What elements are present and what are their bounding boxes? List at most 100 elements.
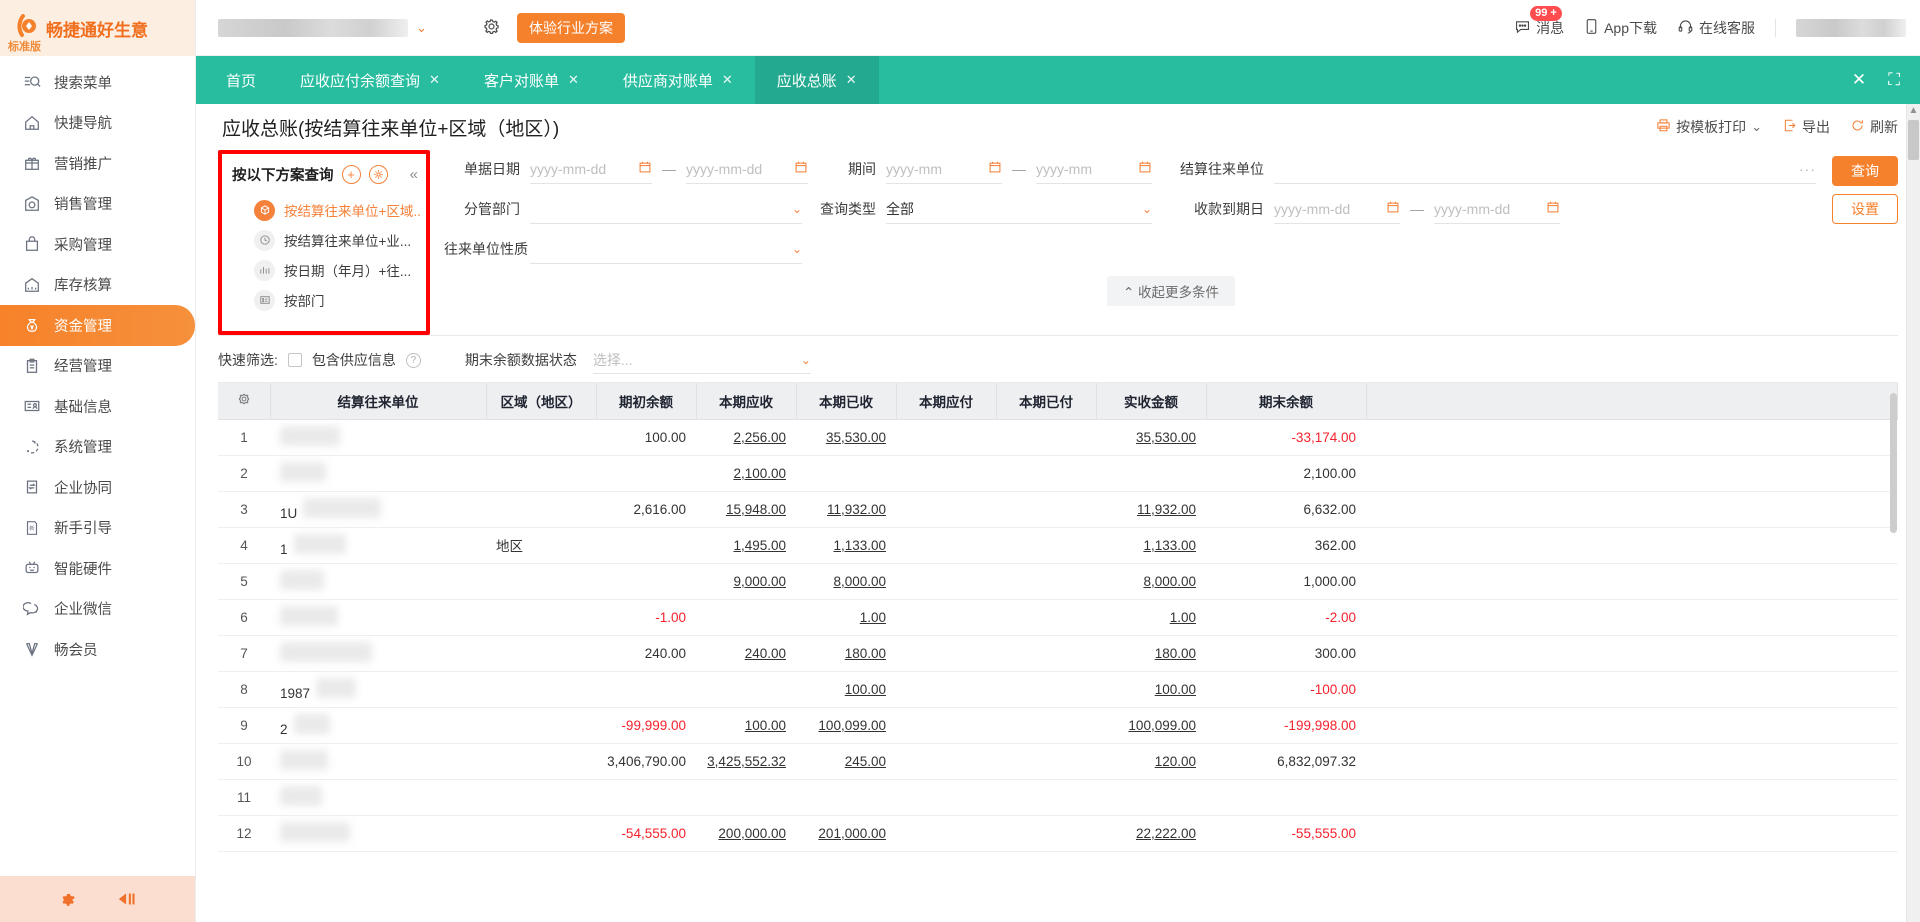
chevron-down-icon[interactable]: ⌄ [791,241,802,256]
online-service-button[interactable]: 在线客服 [1677,18,1755,38]
sidebar-item-fund-management[interactable]: 资金管理 [0,305,195,346]
cell-received-value[interactable]: 100,099.00 [818,717,886,733]
scheme-item-settle-unit-region[interactable]: 按结算往来单位+区域... [254,195,420,225]
cell-settle-unit[interactable] [270,779,486,816]
cell-actual-amount-value[interactable]: 1,133.00 [1143,537,1196,553]
tab-supplier-statement[interactable]: 供应商对账单 ✕ [601,56,755,104]
table-row[interactable]: 9 2 -99,999.00 100.00 100,099.00 100,099.00 -1… [218,707,1898,744]
cell-receivable-value[interactable]: 15,948.00 [725,501,786,517]
close-all-tabs-icon[interactable]: ✕ [1851,70,1867,89]
sidebar-item-marketing[interactable]: 营销推广 [0,143,195,184]
settings-button[interactable]: 设置 [1832,194,1898,224]
collapse-more-conditions-button[interactable]: ⌃ 收起更多条件 [1106,276,1236,306]
question-circle-icon[interactable]: ? [405,352,421,368]
sidebar-item-smart-hardware[interactable]: 智能硬件 [0,548,195,589]
chevron-down-icon[interactable]: ⌄ [791,201,802,216]
cell-received-value[interactable]: 11,932.00 [826,501,886,517]
column-header-paid[interactable]: 本期已付 [996,383,1097,420]
tab-ar-ap-balance[interactable]: 应收应付余额查询 ✕ [278,56,462,104]
cell-settle-unit[interactable] [270,455,486,492]
cell-receivable-value[interactable]: 2,100.00 [733,465,786,481]
sidebar-item-sales[interactable]: 销售管理 [0,184,195,225]
fullscreen-icon[interactable]: ⛶ [1888,70,1900,89]
tab-home[interactable]: 首页 [204,56,278,104]
chevron-down-icon[interactable]: ⌄ [1141,201,1152,216]
cell-actual-amount-value[interactable]: 1.00 [1169,609,1196,625]
table-row[interactable]: 8 1987 100.00 100.00 -100.00 [218,671,1898,708]
scheme-item-department[interactable]: 按部门 [254,285,420,315]
collapse-sidebar-icon[interactable] [117,892,137,906]
column-header-closing-balance[interactable]: 期末余额 [1206,383,1367,420]
cell-receivable-value[interactable]: 100.00 [744,717,786,733]
close-icon[interactable]: ✕ [721,72,733,87]
close-icon[interactable]: ✕ [567,72,579,87]
gear-icon[interactable] [482,17,501,39]
double-chevron-left-icon[interactable]: « [409,166,418,183]
sidebar-item-new-guide[interactable]: 新 新手引导 [0,508,195,549]
cell-actual-amount-value[interactable]: 8,000.00 [1143,573,1196,589]
table-row[interactable]: 10 3,406,790.00 3,425,552.32 245.00 120.00 6,… [218,743,1898,780]
column-header-region[interactable]: 区域（地区） [486,383,597,420]
cell-actual-amount-value[interactable]: 11,932.00 [1136,501,1196,517]
cell-actual-amount-value[interactable]: 120.00 [1154,753,1196,769]
cell-receivable-value[interactable]: 240.00 [744,645,786,661]
print-template-button[interactable]: 按模板打印 ⌄ [1656,117,1762,137]
table-row[interactable]: 1 100.00 2,256.00 35,530.00 35,530.00 -33,174… [218,419,1898,456]
close-icon[interactable]: ✕ [845,72,857,87]
cell-settle-unit[interactable]: 1U [270,491,486,528]
messages-button[interactable]: 消息 99 + [1514,5,1564,38]
tab-receivable-ledger[interactable]: 应收总账 ✕ [754,56,879,104]
table-row[interactable]: 12 -54,555.00 200,000.00 201,000.00 22,222.0… [218,815,1898,852]
closing-balance-status-select[interactable]: 选择... ⌄ [592,346,811,374]
scrollbar-thumb[interactable] [1890,393,1897,533]
query-type-value[interactable]: 全部 [886,200,914,217]
sidebar-item-quick-nav[interactable]: 快捷导航 [0,103,195,144]
cell-settle-unit[interactable]: 2 [270,707,486,744]
sidebar-item-search-menu[interactable]: 搜索菜单 [0,62,195,103]
chevron-down-icon[interactable]: ⌄ [416,19,427,35]
calendar-icon[interactable] [1546,200,1560,217]
org-selector[interactable]: ⌄ [218,13,468,43]
cell-settle-unit[interactable] [270,815,486,852]
cell-settle-unit[interactable]: 1987 [270,671,486,708]
calendar-icon[interactable] [794,160,808,177]
calendar-icon[interactable] [1138,160,1152,177]
cell-actual-amount-value[interactable]: 100.00 [1154,681,1196,697]
gear-circle-icon[interactable] [368,165,388,184]
due-date-from-input[interactable] [1274,194,1382,223]
cell-settle-unit[interactable] [270,743,486,780]
sidebar-item-collaboration[interactable]: 企业协同 [0,467,195,508]
include-supply-info-checkbox[interactable] [287,353,302,367]
doc-date-to-input[interactable] [686,154,790,183]
sidebar-item-operations[interactable]: 经营管理 [0,346,195,387]
cell-received-value[interactable]: 1,133.00 [833,537,886,553]
period-to-input[interactable] [1036,154,1134,183]
column-header-received[interactable]: 本期已收 [796,383,897,420]
cell-settle-unit[interactable] [270,635,486,672]
doc-date-from-input[interactable] [530,154,634,183]
table-row[interactable]: 3 1U 2,616.00 15,948.00 11,932.00 11,932.00 6,… [218,491,1898,528]
table-row[interactable]: 4 1 地区 1,495.00 1,133.00 1,133.00 362.00 [218,527,1898,564]
cell-receivable-value[interactable]: 1,495.00 [733,537,786,553]
table-row[interactable]: 6 -1.00 1.00 1.00 -2.00 [218,599,1898,636]
cell-actual-amount-value[interactable]: 35,530.00 [1135,429,1196,445]
cell-received-value[interactable]: 100.00 [844,681,886,697]
sidebar-item-wecom[interactable]: 企业微信 [0,589,195,630]
cell-receivable-value[interactable]: 3,425,552.32 [707,753,786,769]
column-header-receivable[interactable]: 本期应收 [696,383,797,420]
gear-icon[interactable] [237,394,251,409]
tab-customer-statement[interactable]: 客户对账单 ✕ [462,56,601,104]
cell-receivable-value[interactable]: 2,256.00 [733,429,786,445]
column-header-settle-unit[interactable]: 结算往来单位 [270,383,487,420]
cell-received-value[interactable]: 8,000.00 [833,573,886,589]
cell-receivable-value[interactable]: 9,000.00 [733,573,786,589]
cell-received-value[interactable]: 245.00 [844,753,886,769]
export-button[interactable]: 导出 [1782,117,1830,137]
refresh-button[interactable]: 刷新 [1850,117,1898,137]
cell-received-value[interactable]: 1.00 [859,609,886,625]
ellipsis-icon[interactable]: ··· [1799,160,1816,177]
table-row[interactable]: 7 240.00 240.00 180.00 180.00 300.00 [218,635,1898,672]
sidebar-item-system[interactable]: 系统管理 [0,427,195,468]
sidebar-item-inventory[interactable]: 库存核算 [0,265,195,306]
sidebar-item-basic-info[interactable]: 基础信息 [0,386,195,427]
